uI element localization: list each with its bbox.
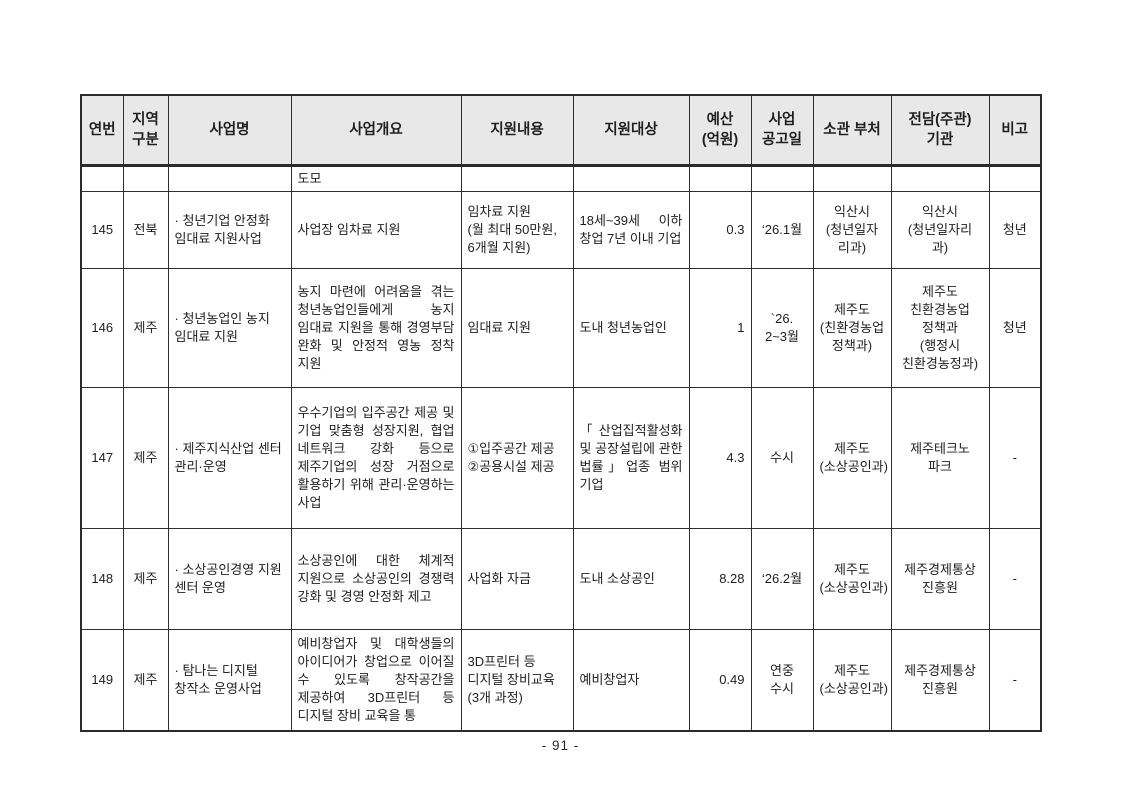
col-header-target: 지원대상 (572, 94, 690, 167)
carryover-support (460, 165, 574, 192)
cell-announce-date: `26. 2~3월 (750, 267, 814, 388)
cell-announce-date: ‘26.1월 (750, 190, 814, 269)
cell-no: 148 (80, 527, 124, 630)
cell-ministry: 제주도 (소상공인과) (812, 628, 892, 732)
cell-note: - (988, 628, 1042, 732)
cell-support: 3D프린터 등 디지털 장비교육 (3개 과정) (460, 628, 574, 732)
col-header-no: 연번 (80, 94, 124, 167)
cell-ministry: 익산시 (청년일자 리과) (812, 190, 892, 269)
carryover-agency (890, 165, 990, 192)
cell-project-name: · 청년농업인 농지 임대료 지원 (167, 267, 292, 388)
carryover-budget (688, 165, 752, 192)
cell-overview: 소상공인에 대한 체계적 지원으로 소상공인의 경쟁력 강화 및 경영 안정화 … (290, 527, 462, 630)
cell-note: - (988, 527, 1042, 630)
cell-target: 「산업집적활성화 및 공장설립에 관한 법률」업종 범위 기업 (572, 386, 690, 529)
cell-overview: 사업장 임차료 지원 (290, 190, 462, 269)
cell-target: 18세~39세 이하 창업 7년 이내 기업 (572, 190, 690, 269)
cell-no: 145 (80, 190, 124, 269)
cell-project-name: · 소상공인경영 지원 센터 운영 (167, 527, 292, 630)
cell-announce-date: 연중 수시 (750, 628, 814, 732)
col-header-budget: 예산 (억원) (688, 94, 752, 167)
carryover-note (988, 165, 1042, 192)
cell-note: - (988, 386, 1042, 529)
table-row-148: 148 제주 · 소상공인경영 지원 센터 운영 소상공인에 대한 체계적 지원… (80, 527, 1042, 630)
cell-region: 제주 (122, 527, 169, 630)
cell-note: 청년 (988, 267, 1042, 388)
col-header-overview: 사업개요 (290, 94, 462, 167)
cell-agency: 제주경제통상 진흥원 (890, 527, 990, 630)
table-header-row: 연번 지역 구분 사업명 사업개요 지원내용 지원대상 예산 (억원) 사업 공… (80, 94, 1042, 167)
cell-target: 도내 청년농업인 (572, 267, 690, 388)
cell-agency: 제주테크노 파크 (890, 386, 990, 529)
cell-overview: 예비창업자 및 대학생들의 아이디어가 창업으로 이어질 수 있도록 창작공간을… (290, 628, 462, 732)
col-header-announce-date: 사업 공고일 (750, 94, 814, 167)
table-row-149: 149 제주 · 탐나는 디지털 창작소 운영사업 예비창업자 및 대학생들의 … (80, 628, 1042, 732)
carryover-date (750, 165, 814, 192)
cell-agency: 제주경제통상 진흥원 (890, 628, 990, 732)
cell-no: 149 (80, 628, 124, 732)
table-row-147: 147 제주 · 제주지식산업 센터 관리·운영 우수기업의 입주공간 제공 및… (80, 386, 1042, 529)
table-row-145: 145 전북 · 청년기업 안정화 임대료 지원사업 사업장 임차료 지원 임차… (80, 190, 1042, 269)
col-header-note: 비고 (988, 94, 1042, 167)
table-row-146: 146 제주 · 청년농업인 농지 임대료 지원 농지 마련에 어려움을 겪는 … (80, 267, 1042, 388)
carryover-name (167, 165, 292, 192)
cell-announce-date: ‘26.2월 (750, 527, 814, 630)
col-header-agency: 전담(주관) 기관 (890, 94, 990, 167)
cell-ministry: 제주도 (소상공인과) (812, 527, 892, 630)
col-header-region: 지역 구분 (122, 94, 169, 167)
cell-budget: 1 (688, 267, 752, 388)
col-header-ministry: 소관 부처 (812, 94, 892, 167)
carryover-no (80, 165, 124, 192)
cell-budget: 0.3 (688, 190, 752, 269)
cell-region: 제주 (122, 267, 169, 388)
cell-target: 예비창업자 (572, 628, 690, 732)
cell-project-name: · 제주지식산업 센터 관리·운영 (167, 386, 292, 529)
page-number: - 91 - (541, 738, 580, 753)
carryover-ministry (812, 165, 892, 192)
cell-target: 도내 소상공인 (572, 527, 690, 630)
cell-project-name: · 청년기업 안정화 임대료 지원사업 (167, 190, 292, 269)
cell-project-name: · 탐나는 디지털 창작소 운영사업 (167, 628, 292, 732)
col-header-project-name: 사업명 (167, 94, 292, 167)
cell-overview: 우수기업의 입주공간 제공 및 기업 맞춤형 성장지원, 협업 네트워크 강화 … (290, 386, 462, 529)
cell-support: 임차료 지원 (월 최대 50만원, 6개월 지원) (460, 190, 574, 269)
cell-announce-date: 수시 (750, 386, 814, 529)
support-program-table: 연번 지역 구분 사업명 사업개요 지원내용 지원대상 예산 (억원) 사업 공… (80, 94, 1042, 732)
cell-agency: 익산시 (청년일자리 과) (890, 190, 990, 269)
cell-budget: 4.3 (688, 386, 752, 529)
cell-region: 전북 (122, 190, 169, 269)
cell-support: ①입주공간 제공 ②공용시설 제공 (460, 386, 574, 529)
carryover-overview: 도모 (290, 165, 462, 192)
cell-ministry: 제주도 (친환경농업 정책과) (812, 267, 892, 388)
cell-ministry: 제주도 (소상공인과) (812, 386, 892, 529)
cell-agency: 제주도 친환경농업 정책과 (행정시 친환경농정과) (890, 267, 990, 388)
cell-support: 임대료 지원 (460, 267, 574, 388)
carryover-target (572, 165, 690, 192)
carryover-region (122, 165, 169, 192)
cell-note: 청년 (988, 190, 1042, 269)
cell-budget: 0.49 (688, 628, 752, 732)
cell-no: 147 (80, 386, 124, 529)
cell-no: 146 (80, 267, 124, 388)
cell-support: 사업화 자금 (460, 527, 574, 630)
cell-overview: 농지 마련에 어려움을 겪는 청년농업인들에게 농지 임대료 지원을 통해 경영… (290, 267, 462, 388)
cell-region: 제주 (122, 386, 169, 529)
carryover-row: 도모 (80, 165, 1042, 192)
col-header-support: 지원내용 (460, 94, 574, 167)
cell-region: 제주 (122, 628, 169, 732)
cell-budget: 8.28 (688, 527, 752, 630)
